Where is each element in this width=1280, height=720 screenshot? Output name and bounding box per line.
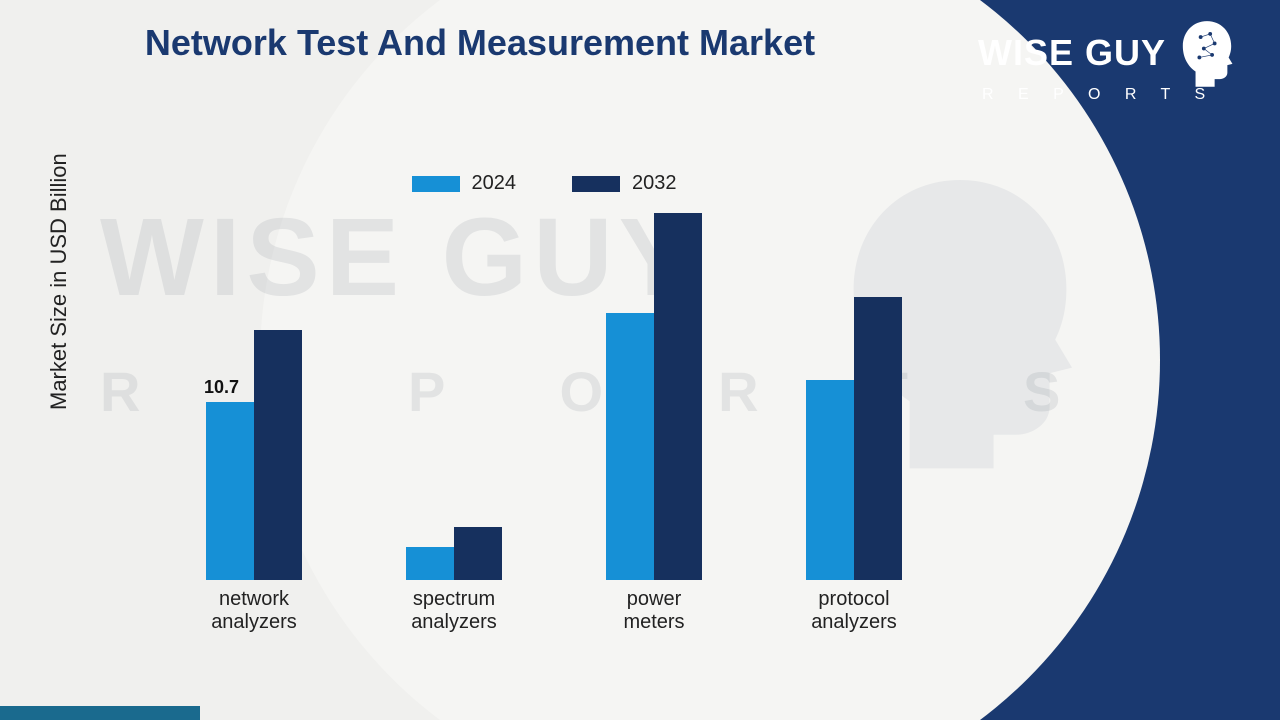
bar-2024 (806, 380, 854, 580)
x-label: spectrum analyzers (364, 588, 544, 634)
bar-group: power meters (606, 180, 702, 580)
x-label: power meters (564, 588, 744, 634)
y-axis-label: Market Size in USD Billion (46, 153, 72, 410)
x-label: network analyzers (164, 588, 344, 634)
bar-2024 (206, 402, 254, 580)
bar-2032 (654, 213, 702, 580)
brand-logo: WISE GUY R E P O R T S (978, 18, 1258, 104)
x-label-line2: analyzers (364, 611, 544, 634)
bar-2024 (606, 313, 654, 580)
bar-2032 (254, 330, 302, 580)
x-label-line2: analyzers (164, 611, 344, 634)
bar-2032 (454, 527, 502, 580)
accent-bar (0, 706, 200, 720)
x-label-line1: network (164, 588, 344, 611)
logo-text-main: WISE GUY (978, 32, 1166, 74)
logo-head-icon (1172, 18, 1242, 88)
chart-title: Network Test And Measurement Market (0, 22, 960, 64)
bar-2024 (406, 547, 454, 580)
x-label-line2: meters (564, 611, 744, 634)
logo-text-sub: R E P O R T S (982, 86, 1258, 104)
stage: WISE GUY R E P O R T S Network Test And … (0, 0, 1280, 720)
bar-group: protocol analyzers (806, 180, 902, 580)
plot-area: 2024 2032 network analyzers (154, 180, 934, 580)
chart-area: Market Size in USD Billion 2024 2032 net… (88, 150, 948, 670)
bar-group: spectrum analyzers (406, 180, 502, 580)
x-label-line2: analyzers (764, 611, 944, 634)
x-label-line1: protocol (764, 588, 944, 611)
value-label: 10.7 (204, 377, 239, 398)
x-label-line1: power (564, 588, 744, 611)
bar-2032 (854, 297, 902, 580)
x-label: protocol analyzers (764, 588, 944, 634)
x-label-line1: spectrum (364, 588, 544, 611)
